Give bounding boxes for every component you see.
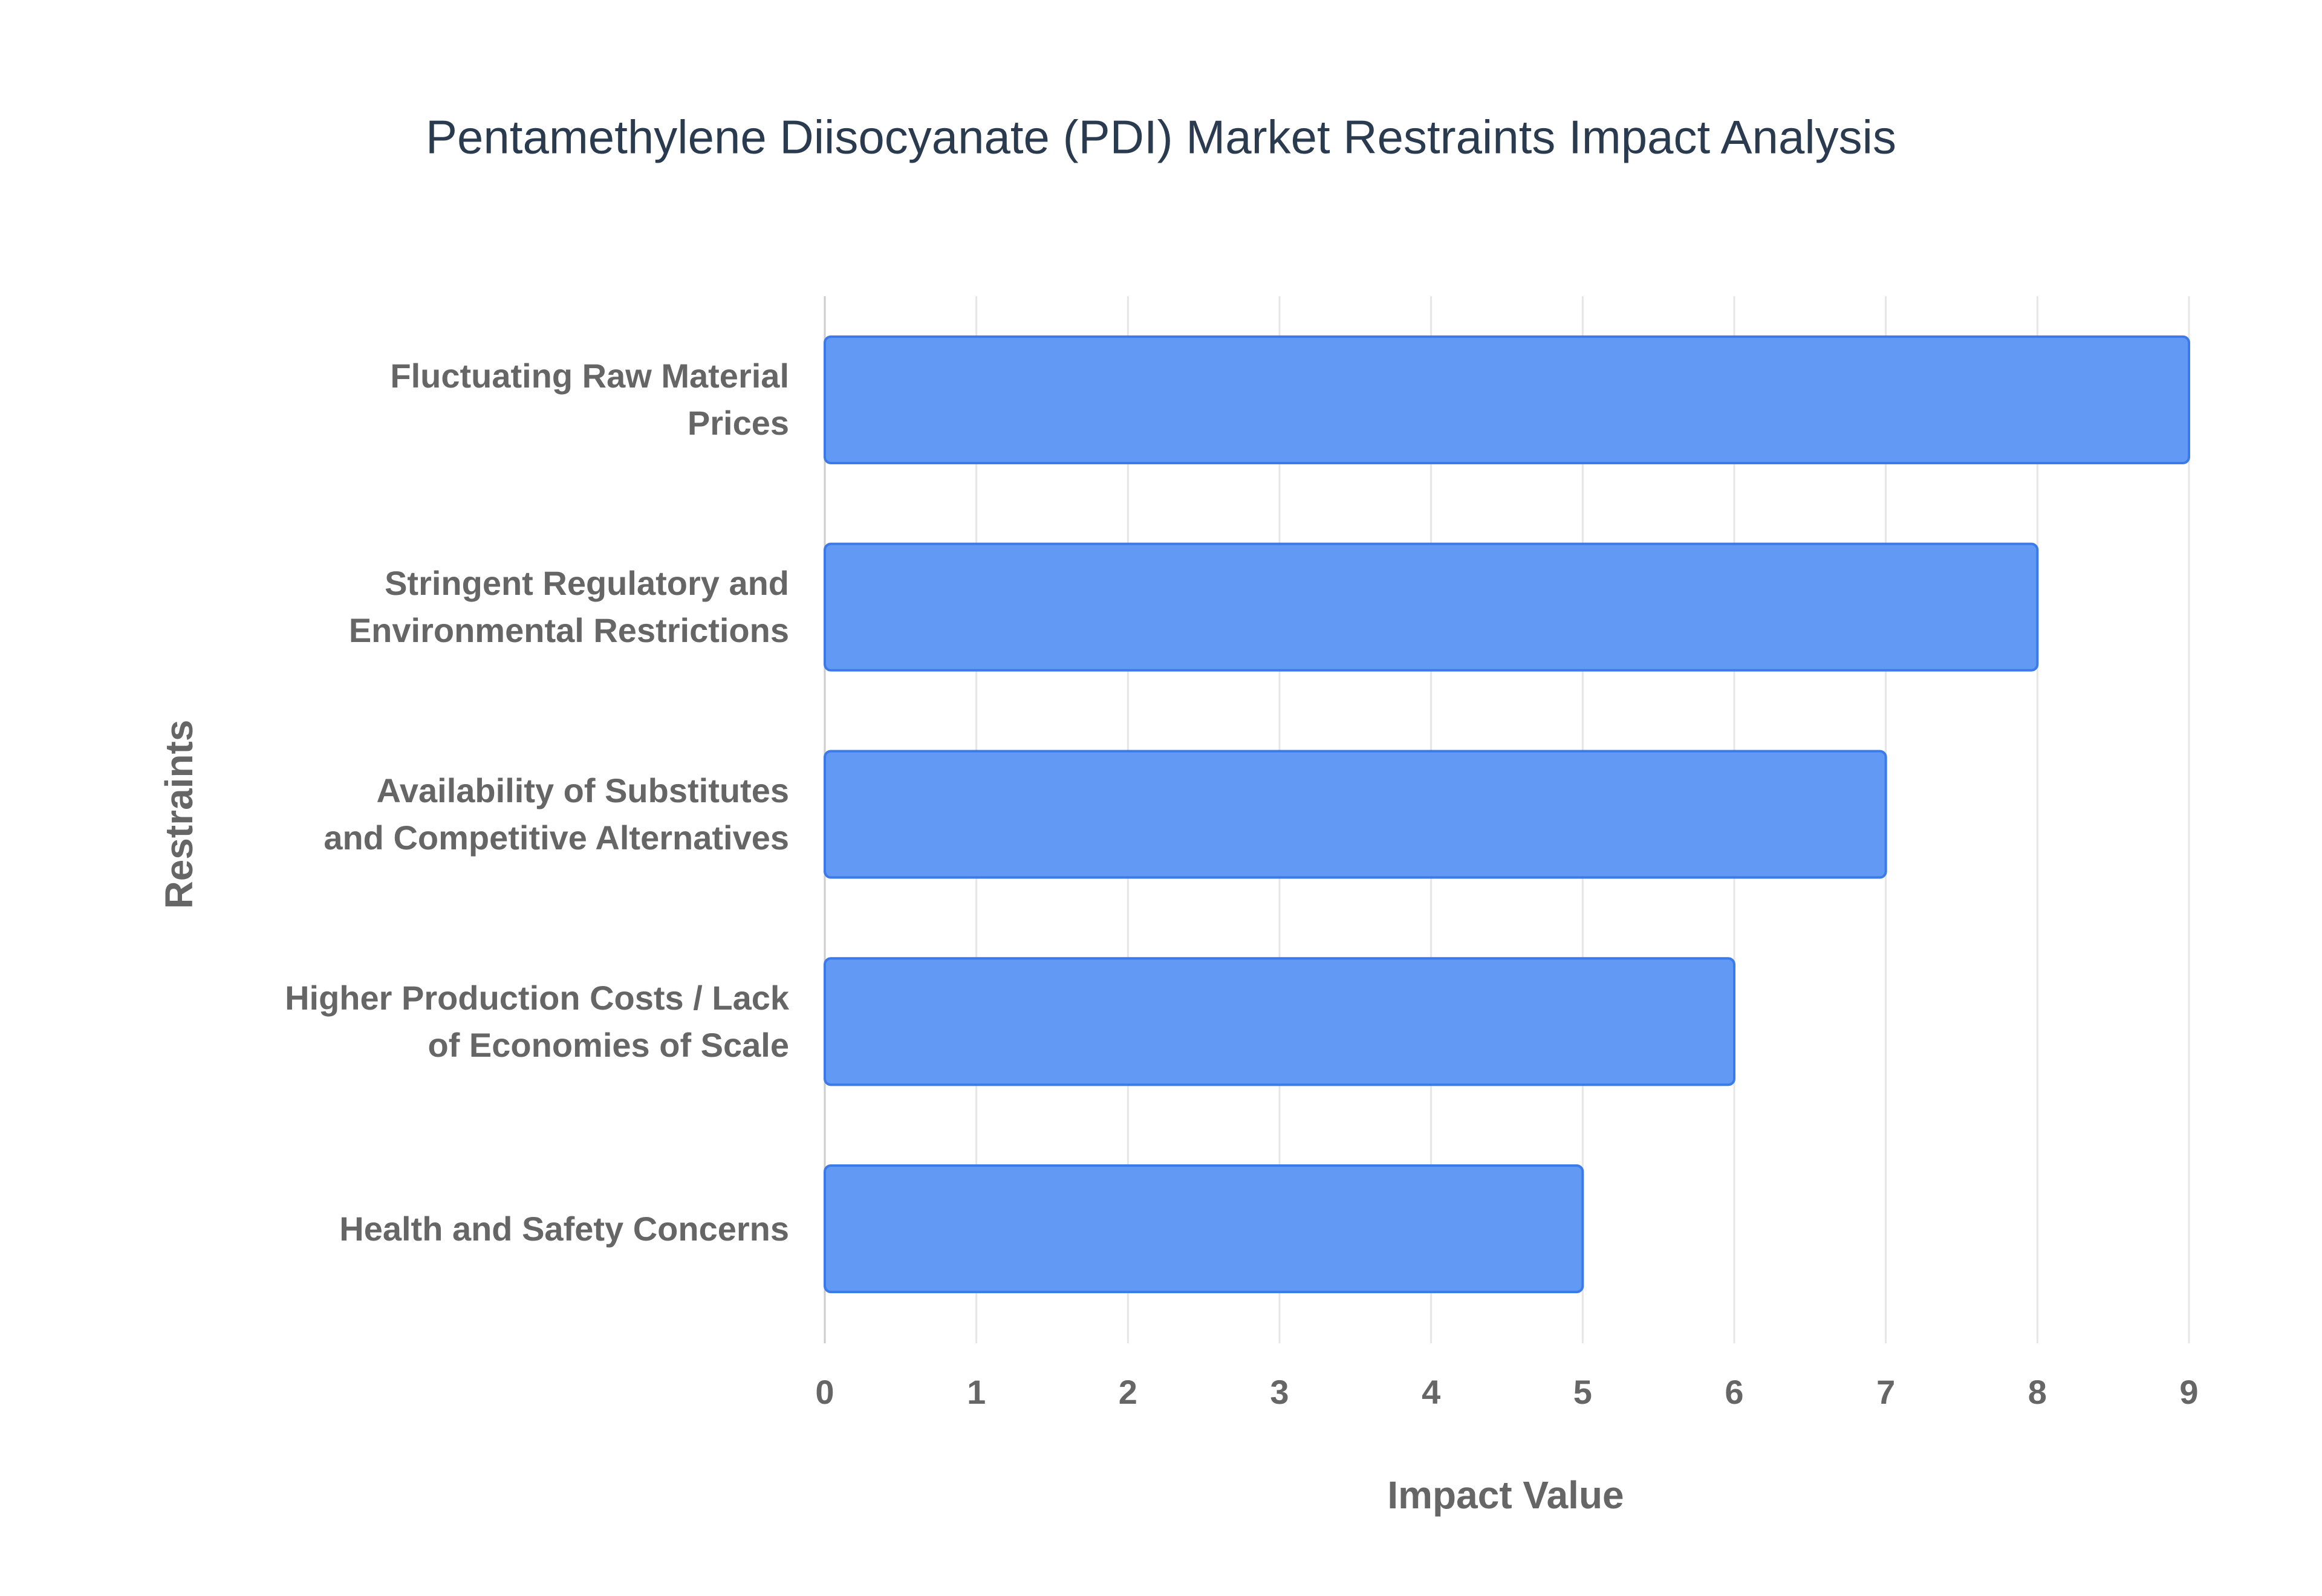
y-tick-label: Availability of Substitutes and Competit… (324, 771, 789, 857)
x-tick-label: 5 (1573, 1373, 1592, 1411)
x-axis-title: Impact Value (1387, 1473, 1624, 1517)
chart-title: Pentamethylene Diisocyanate (PDI) Market… (426, 111, 1896, 164)
y-tick-label: Higher Production Costs / Lack of Econom… (285, 978, 789, 1064)
x-tick-label: 2 (1119, 1373, 1137, 1411)
x-tick-label: 9 (2179, 1373, 2198, 1411)
x-tick-label: 7 (1876, 1373, 1895, 1411)
bar (824, 750, 1887, 879)
x-tick-label: 1 (967, 1373, 986, 1411)
x-tick-label: 0 (815, 1373, 834, 1411)
bar (824, 1164, 1584, 1294)
x-tick-label: 6 (1725, 1373, 1743, 1411)
x-tick-label: 8 (2028, 1373, 2047, 1411)
y-tick-label: Fluctuating Raw Material Prices (390, 357, 789, 443)
y-tick-label: Stringent Regulatory and Environmental R… (348, 564, 789, 650)
x-tick-label: 4 (1422, 1373, 1440, 1411)
bar (824, 542, 2039, 672)
y-tick-label: Health and Safety Concerns (339, 1209, 789, 1248)
bar (824, 957, 1735, 1086)
y-axis-title: Restraints (157, 720, 201, 909)
bar (824, 335, 2190, 464)
x-tick-label: 3 (1270, 1373, 1289, 1411)
